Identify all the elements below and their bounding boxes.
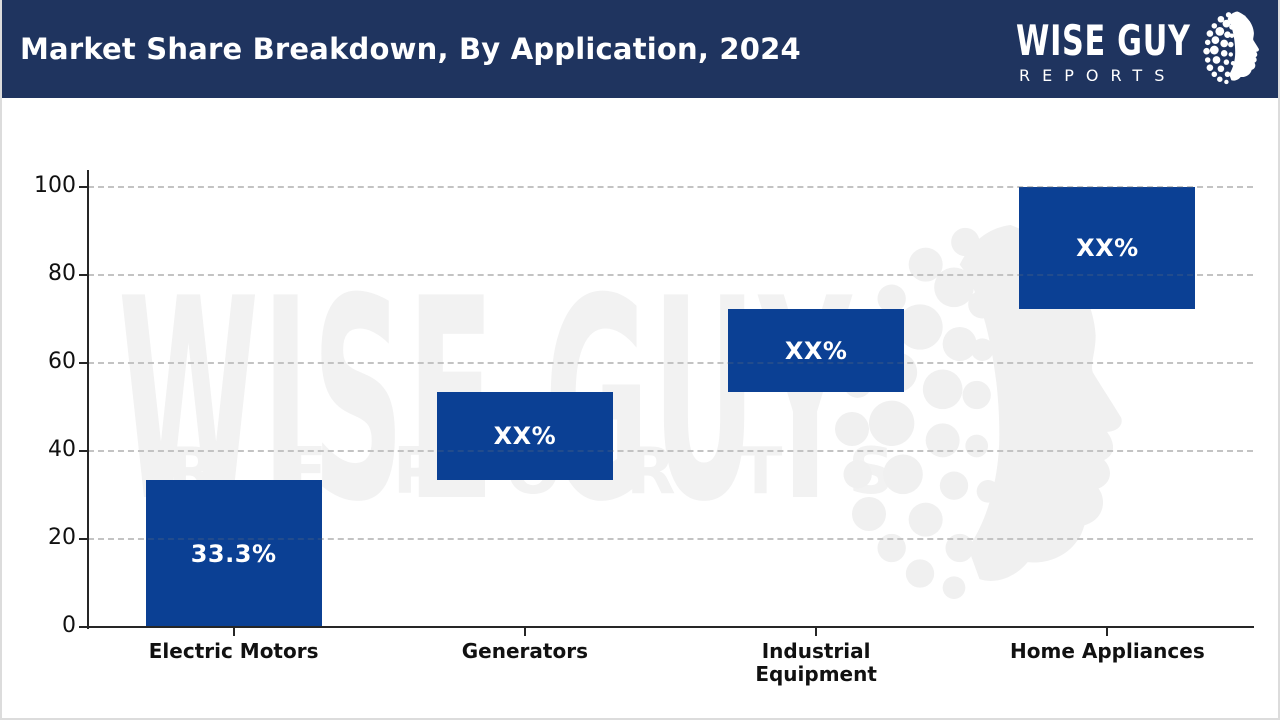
y-tick-label: 20 (48, 525, 76, 550)
x-category-label: Electric Motors (148, 639, 319, 663)
gridline-overlay (88, 362, 1253, 364)
gridline-overlay (88, 186, 1253, 188)
gridline (88, 362, 1253, 364)
gridline (88, 274, 1253, 276)
bar-value-label: 33.3% (190, 539, 277, 568)
x-tick-mark (1106, 627, 1109, 636)
bar-value-label: XX% (784, 336, 848, 365)
x-tick-mark (523, 627, 526, 636)
x-category-label: Generators (461, 639, 588, 663)
logo-wordmark-line2: REPORTS (1019, 66, 1177, 85)
y-axis (87, 170, 89, 629)
x-tick-mark (815, 627, 818, 636)
y-tick-mark (79, 274, 88, 276)
y-tick-mark (79, 362, 88, 364)
x-tick-mark (232, 627, 235, 636)
logo-face-icon (1203, 11, 1259, 85)
x-category-label: Home Appliances (1010, 639, 1205, 663)
y-tick-mark (79, 626, 88, 628)
logo-wordmark: WISE GUY REPORTS (1016, 16, 1259, 86)
logo-wordmark-line1: WISE GUY (1016, 16, 1191, 65)
gridline-overlay (88, 538, 1253, 540)
header-bar: Market Share Breakdown, By Application, … (0, 0, 1280, 98)
bar-industrial-equipment: XX% (728, 308, 905, 393)
bar-value-label: XX% (1076, 233, 1139, 262)
gridline-overlay (88, 450, 1253, 452)
bar-electric-motors: 33.3% (145, 480, 322, 627)
gridline-overlay (88, 274, 1253, 276)
y-tick-mark (79, 538, 88, 540)
bar-value-label: XX% (493, 422, 557, 451)
gridline (88, 186, 1253, 188)
y-tick-label: 80 (48, 261, 76, 286)
gridline (88, 538, 1253, 540)
bar-home-appliances: XX% (1019, 187, 1196, 309)
x-category-label: Industrial Equipment (755, 639, 877, 686)
x-axis (87, 626, 1254, 628)
gridline (88, 450, 1253, 452)
y-tick-mark (79, 450, 88, 452)
y-tick-label: 100 (34, 173, 76, 198)
wiseguy-logo: WISE GUY REPORTS (1016, 6, 1266, 92)
bar-generators: XX% (436, 392, 613, 481)
y-tick-mark (79, 186, 88, 188)
y-tick-label: 0 (62, 613, 76, 638)
page-title: Market Share Breakdown, By Application, … (20, 32, 801, 66)
y-tick-label: 60 (48, 349, 76, 374)
y-tick-label: 40 (48, 437, 76, 462)
